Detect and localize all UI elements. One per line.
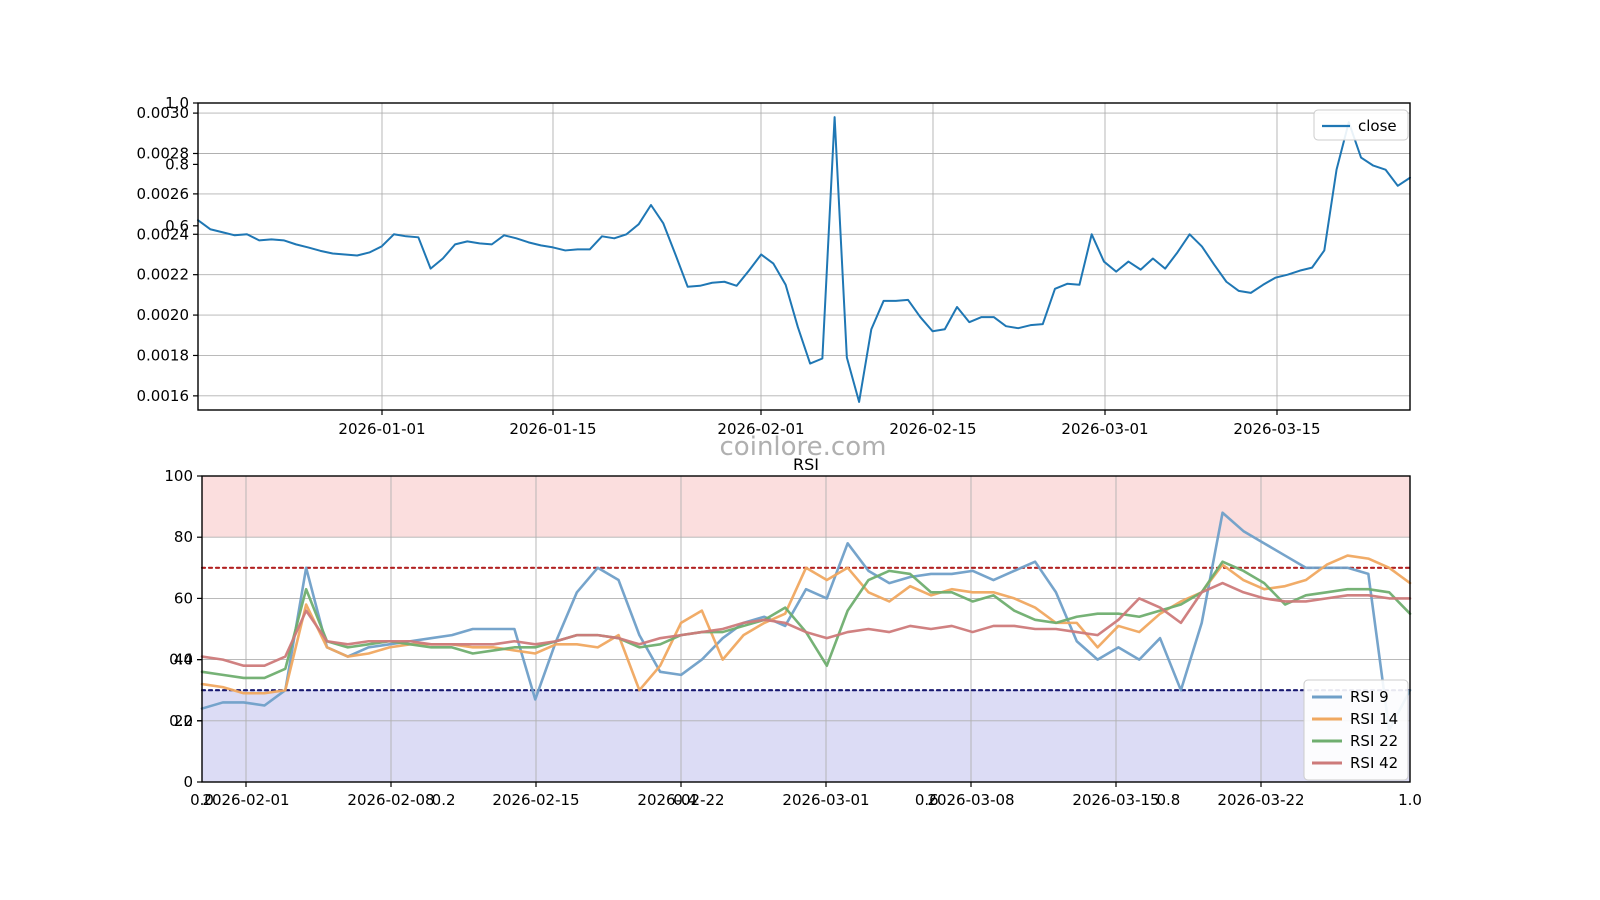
rsi-y-tick-label: 60 (174, 589, 193, 607)
rsi-series-lines (200, 511, 1412, 732)
price-x-gridlines (381, 103, 1278, 410)
price-y-tick-label: 0.0026 (137, 185, 190, 203)
rsi-x-tick-label: 2026-03-15 (1072, 791, 1159, 809)
rsi-x-tick-labels: 2026-02-01 2026-02-08 2026-02-15 2026-02-22… (190, 782, 1422, 809)
rsi-x-tick-label: 2026-02-22 (637, 791, 724, 809)
rsi-legend-label: RSI 14 (1350, 710, 1398, 728)
rsi-y-tick-label-secondary: 0.2 (169, 712, 193, 730)
rsi-x-tick-label-secondary: 0.2 (432, 791, 456, 809)
price-y-tick-label: 0.0016 (137, 387, 190, 405)
rsi-legend-box[interactable] (1303, 679, 1409, 781)
rsi-x-tick-label: 2026-03-01 (782, 791, 869, 809)
rsi-x-tick-label: 2026-02-08 (347, 791, 434, 809)
rsi-x-tick-label-secondary: 0.0 (190, 791, 214, 809)
price-y-tick-label-secondary: 0.6 (165, 217, 189, 235)
rsi-legend-label: RSI 42 (1350, 754, 1398, 772)
rsi-legend[interactable]: RSI 9 RSI 14 RSI 22 RSI 42 (1303, 679, 1409, 781)
rsi-overbought-band (202, 476, 1410, 538)
rsi-panel-title: RSI (793, 455, 819, 474)
price-y-tick-label-secondary: 0.8 (165, 155, 189, 173)
rsi-y-tick-labels: 100 80 60 40 20 0 0.4 0.2 (164, 467, 202, 791)
price-axes-frame (197, 102, 1411, 411)
rsi-axes-frame (201, 475, 1411, 783)
rsi-x-tick-label-secondary: 1.0 (1398, 791, 1422, 809)
price-x-tick-label: 2026-03-01 (1061, 420, 1148, 438)
price-legend[interactable]: close (1313, 109, 1409, 141)
price-series-close (197, 116, 1411, 403)
price-y-tick-labels: 0.0030 0.0028 0.0026 0.0024 0.0022 0.0020 0.00… (137, 94, 198, 405)
rsi-y-tick-label: 40 (174, 651, 193, 669)
price-x-tick-label: 2026-01-15 (509, 420, 596, 438)
rsi-x-gridlines (245, 476, 1262, 782)
rsi-x-tick-label-secondary: 0.4 (673, 791, 697, 809)
rsi-x-tick-label: 2026-03-08 (927, 791, 1014, 809)
price-x-tick-label: 2026-02-15 (889, 420, 976, 438)
rsi-series-rsi-42 (200, 581, 1412, 668)
price-panel: 0.0030 0.0028 0.0026 0.0024 0.0022 0.0020 0.00… (137, 94, 1411, 438)
rsi-legend-label: RSI 9 (1350, 688, 1389, 706)
price-y-tick-label: 0.0028 (137, 144, 190, 162)
price-x-tick-label: 2026-01-01 (338, 420, 425, 438)
price-y-tick-label: 0.0030 (137, 104, 190, 122)
price-legend-label: close (1358, 117, 1397, 135)
rsi-x-tick-label: 2026-02-15 (492, 791, 579, 809)
rsi-x-tick-label: 2026-03-22 (1217, 791, 1304, 809)
watermark: coinlore.com (720, 432, 887, 462)
price-x-tick-label: 2026-03-15 (1233, 420, 1320, 438)
rsi-x-tick-label-secondary: 0.8 (1156, 791, 1180, 809)
price-series-lines (197, 116, 1411, 403)
rsi-oversold-band (202, 690, 1410, 782)
rsi-x-tick-label: 2026-02-01 (202, 791, 289, 809)
rsi-y-tick-label: 20 (174, 712, 193, 730)
price-x-tick-labels: 2026-01-01 2026-01-15 2026-02-01 2026-02-15… (338, 410, 1321, 438)
rsi-y-tick-label-secondary: 0.4 (169, 651, 193, 669)
price-y-tick-label-secondary: 1.0 (165, 94, 189, 112)
rsi-x-tick-label-secondary: 0.6 (915, 791, 939, 809)
price-x-tick-label: 2026-02-01 (717, 420, 804, 438)
rsi-gridlines (202, 536, 1410, 722)
price-plot-background (198, 103, 1410, 410)
price-y-tick-label: 0.0020 (137, 306, 190, 324)
rsi-y-tick-label: 0 (183, 773, 193, 791)
price-y-tick-label: 0.0022 (137, 266, 190, 284)
rsi-y-tick-label: 100 (164, 467, 193, 485)
price-y-tick-label: 0.0024 (137, 225, 190, 243)
rsi-y-tick-label: 80 (174, 528, 193, 546)
price-y-tick-label: 0.0018 (137, 346, 190, 364)
price-legend-box[interactable] (1313, 109, 1409, 141)
rsi-legend-label: RSI 22 (1350, 732, 1398, 750)
